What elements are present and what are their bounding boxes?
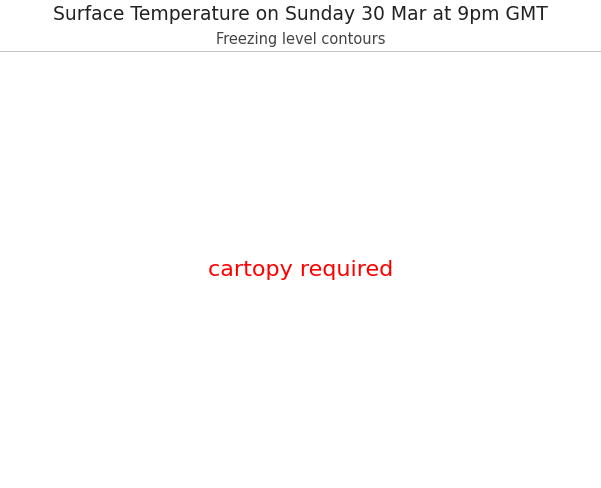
Text: Surface Temperature on Sunday 30 Mar at 9pm GMT: Surface Temperature on Sunday 30 Mar at … [53,5,548,24]
Text: Freezing level contours: Freezing level contours [216,33,385,47]
Text: cartopy required: cartopy required [208,260,393,280]
